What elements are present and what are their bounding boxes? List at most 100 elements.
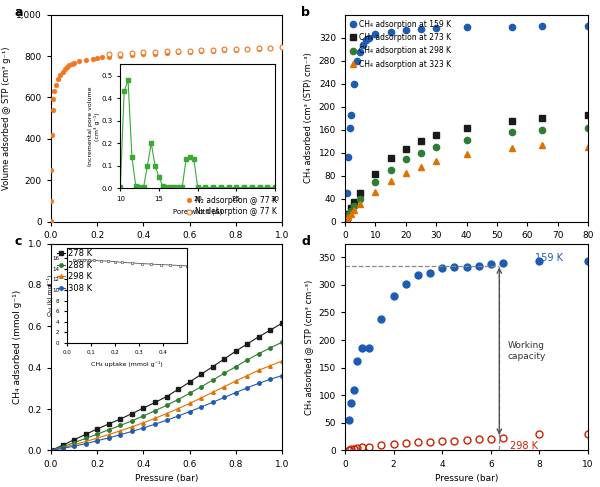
Line: CH₄ adsorption at 159 K: CH₄ adsorption at 159 K (342, 23, 591, 224)
308 K (163, 417, 170, 423)
CH₄ adsorption at 298 K (343, 215, 350, 221)
308 K (256, 380, 263, 386)
Text: Working
capacity: Working capacity (508, 341, 546, 361)
278 K (59, 442, 66, 448)
298 K (197, 395, 205, 401)
CH₄ adsorption at 159 K (350, 81, 358, 87)
278 K (186, 379, 193, 385)
288 K (59, 444, 66, 450)
159 K (475, 262, 482, 268)
CH₄ adsorption at 298 K (347, 208, 355, 214)
Line: 298 K: 298 K (49, 359, 284, 452)
288 K (151, 408, 158, 413)
308 K (221, 394, 228, 400)
Y-axis label: CH₄ adsorbed (cm³ (STP) cm⁻³): CH₄ adsorbed (cm³ (STP) cm⁻³) (304, 53, 313, 184)
CH₄ adsorption at 159 K (359, 41, 367, 47)
298 K (536, 431, 543, 437)
298 K (345, 447, 352, 453)
N₂ adsorption @ 77 K (56, 72, 64, 77)
N₂ adsorption @ 77 K (128, 52, 136, 58)
298 K (487, 436, 494, 442)
CH₄ adsorption at 273 K (402, 146, 409, 152)
308 K (71, 443, 78, 449)
N₂ adsorption @ 77 K (68, 61, 76, 67)
298 K (390, 441, 397, 447)
Line: N₂ desorption @ 77 K: N₂ desorption @ 77 K (106, 45, 284, 57)
298 K (186, 401, 193, 407)
N₂ desorption @ 77 K (163, 49, 170, 55)
N₂ adsorption @ 77 K (186, 49, 193, 55)
288 K (244, 357, 251, 363)
298 K (414, 439, 421, 445)
Line: 308 K: 308 K (49, 374, 284, 452)
308 K (209, 399, 216, 405)
298 K (278, 358, 286, 364)
CH₄ adsorption at 159 K (418, 26, 425, 32)
308 K (186, 409, 193, 414)
308 K (197, 404, 205, 410)
Line: 288 K: 288 K (49, 340, 284, 452)
298 K (584, 431, 592, 437)
298 K (475, 436, 482, 442)
N₂ adsorption @ 77 K (267, 45, 274, 51)
278 K (105, 421, 112, 427)
278 K (175, 387, 182, 393)
298 K (151, 415, 158, 421)
298 K (71, 442, 78, 448)
N₂ desorption @ 77 K (221, 46, 228, 52)
308 K (128, 429, 136, 434)
N₂ desorption @ 77 K (256, 45, 263, 51)
CH₄ adsorption at 159 K (372, 31, 379, 37)
CH₄ adsorption at 298 K (344, 212, 352, 218)
N₂ adsorption @ 77 K (59, 69, 66, 75)
CH₄ adsorption at 323 K (343, 216, 350, 222)
298 K (140, 420, 147, 426)
CH₄ adsorption at 298 K (433, 144, 440, 150)
CH₄ adsorption at 273 K (584, 112, 592, 118)
Y-axis label: CH₄ adsorbed (mmol g⁻¹): CH₄ adsorbed (mmol g⁻¹) (13, 290, 22, 404)
CH₄ adsorption at 323 K (350, 207, 358, 213)
N₂ adsorption @ 77 K (47, 198, 55, 204)
278 K (117, 416, 124, 422)
Text: d: d (301, 235, 310, 248)
278 K (267, 327, 274, 333)
CH₄ adsorption at 159 K (366, 35, 373, 40)
CH₄ adsorption at 323 K (372, 189, 379, 195)
CH₄ adsorption at 273 K (341, 218, 349, 224)
159 K (487, 262, 494, 267)
CH₄ adsorption at 323 K (508, 145, 515, 151)
288 K (256, 351, 263, 356)
N₂ adsorption @ 77 K (71, 60, 78, 66)
CH₄ adsorption at 273 K (344, 210, 352, 216)
278 K (163, 393, 170, 399)
278 K (151, 399, 158, 405)
298 K (163, 411, 170, 416)
N₂ adsorption @ 77 K (98, 55, 106, 60)
N₂ adsorption @ 77 K (94, 55, 101, 61)
CH₄ adsorption at 159 K (463, 24, 470, 30)
159 K (350, 387, 357, 393)
N₂ adsorption @ 77 K (175, 50, 182, 56)
N₂ adsorption @ 77 K (151, 51, 158, 56)
Line: CH₄ adsorption at 323 K: CH₄ adsorption at 323 K (342, 142, 591, 225)
CH₄ adsorption at 273 K (356, 190, 364, 196)
CH₄ adsorption at 323 K (387, 178, 394, 184)
159 K (353, 358, 361, 364)
298 K (439, 438, 446, 444)
CH₄ adsorption at 298 K (418, 150, 425, 155)
159 K (402, 281, 409, 287)
CH₄ adsorption at 159 K (343, 190, 350, 196)
X-axis label: Pressure (bar): Pressure (bar) (435, 474, 498, 483)
CH₄ adsorption at 273 K (342, 217, 349, 223)
308 K (59, 446, 66, 451)
278 K (209, 364, 216, 370)
159 K (463, 264, 470, 270)
CH₄ adsorption at 323 K (342, 218, 349, 224)
298 K (244, 373, 251, 378)
288 K (94, 431, 101, 437)
298 K (82, 439, 89, 445)
CH₄ adsorption at 298 K (356, 196, 364, 202)
Text: c: c (14, 235, 22, 248)
308 K (175, 413, 182, 419)
CH₄ adsorption at 298 K (539, 127, 546, 132)
